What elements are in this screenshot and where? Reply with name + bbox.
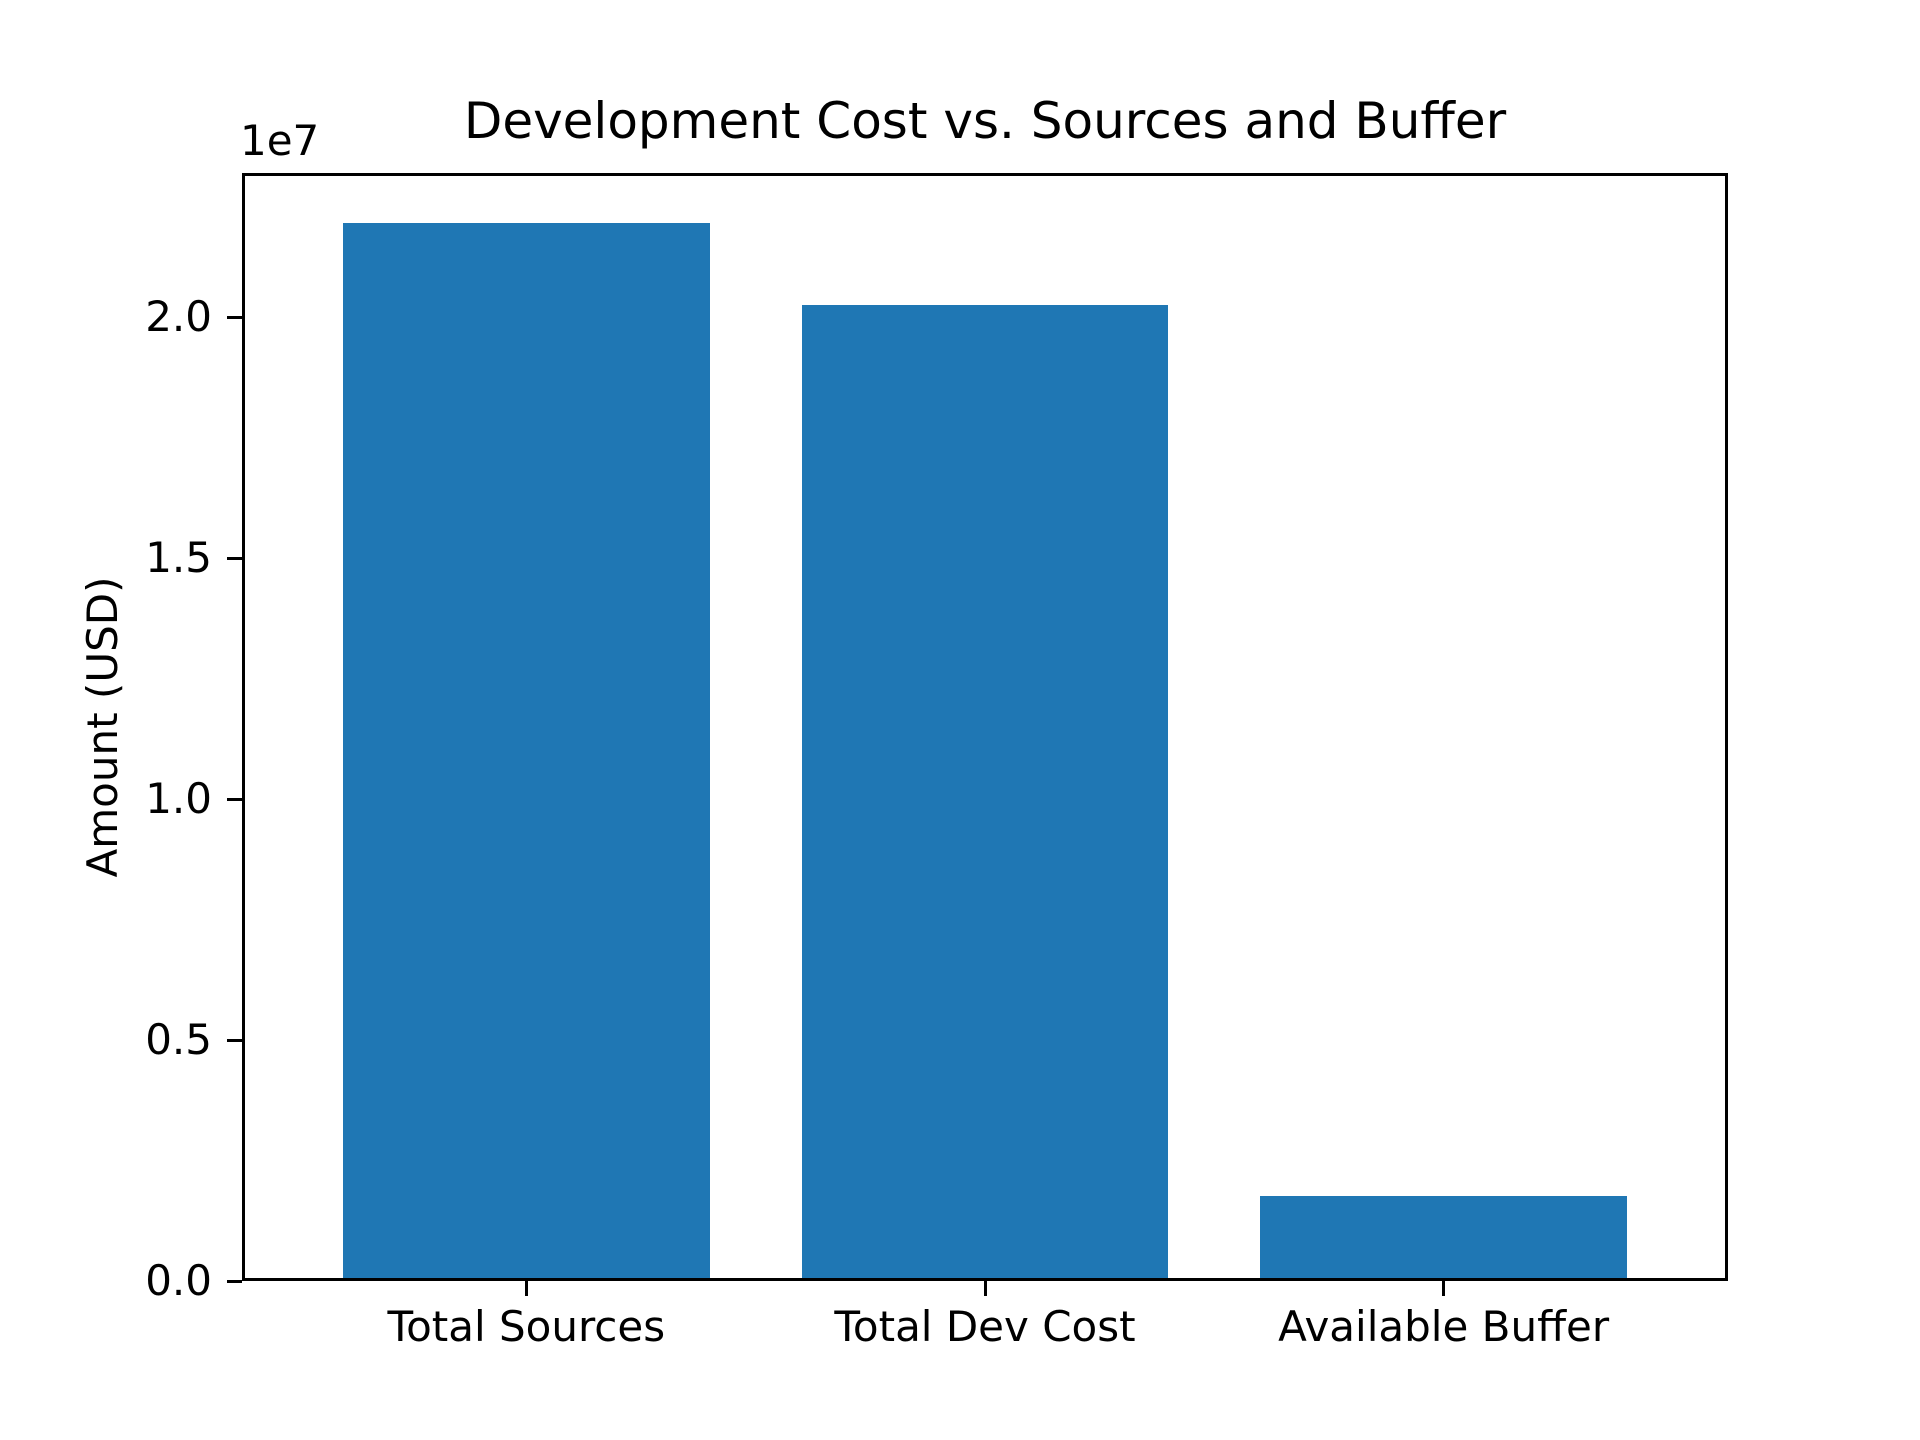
bar-total-dev-cost xyxy=(801,304,1169,1278)
y-tick-label: 0.0 xyxy=(145,1256,212,1305)
x-tick-mark xyxy=(983,1281,987,1296)
y-tick-mark xyxy=(227,315,242,319)
x-tick-mark xyxy=(524,1281,528,1296)
y-tick-mark xyxy=(227,1279,242,1283)
chart-title: Development Cost vs. Sources and Buffer xyxy=(463,92,1507,150)
y-axis-label: Amount (USD) xyxy=(78,576,127,878)
y-tick-label: 2.0 xyxy=(145,292,212,342)
y-tick-label: 1.0 xyxy=(145,774,212,824)
x-tick-label: Available Buffer xyxy=(1278,1302,1610,1351)
plot-area xyxy=(242,173,1728,1281)
x-tick-mark xyxy=(1442,1281,1446,1296)
bar-total-sources xyxy=(342,222,710,1278)
y-tick-label: 1.5 xyxy=(145,533,212,583)
bar-available-buffer xyxy=(1260,1196,1628,1278)
y-tick-mark xyxy=(227,797,242,801)
y-axis-offset-label: 1e7 xyxy=(240,116,320,165)
y-tick-mark xyxy=(227,1038,242,1042)
y-tick-mark xyxy=(227,556,242,560)
y-tick-label: 0.5 xyxy=(145,1015,212,1065)
x-tick-label: Total Sources xyxy=(387,1302,666,1351)
x-tick-label: Total Dev Cost xyxy=(834,1302,1136,1351)
